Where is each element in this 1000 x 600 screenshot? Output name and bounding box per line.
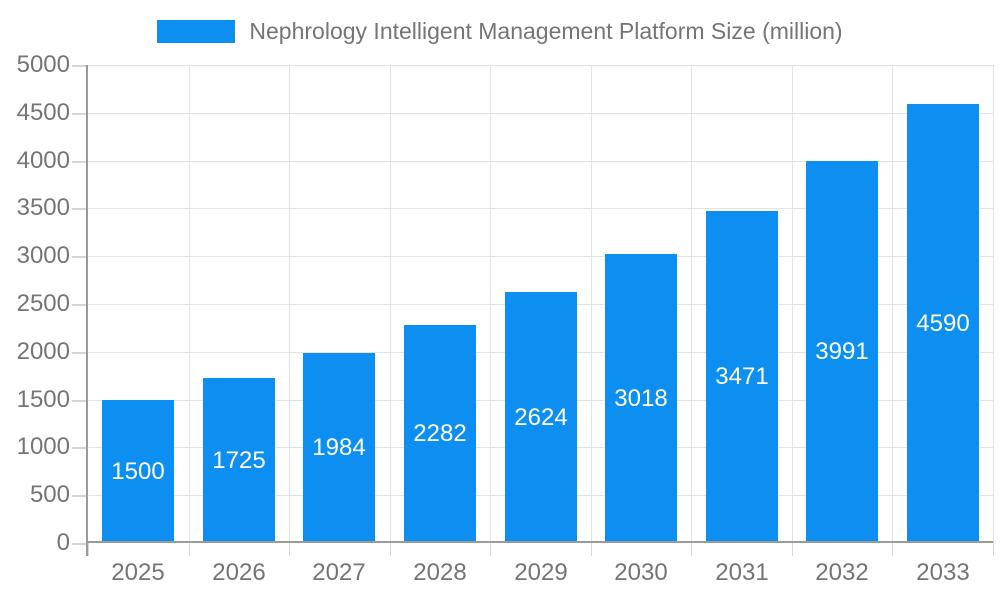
x-axis-label: 2031 bbox=[715, 559, 769, 586]
bar-value-label: 1725 bbox=[212, 446, 266, 474]
y-axis-tick bbox=[72, 543, 88, 545]
x-axis-tick bbox=[892, 543, 893, 556]
bar[interactable]: 2282 bbox=[404, 325, 476, 543]
y-axis-label: 3000 bbox=[16, 242, 70, 269]
y-axis-tick bbox=[72, 113, 88, 115]
x-gridline bbox=[490, 65, 491, 543]
y-axis-label: 0 bbox=[56, 529, 70, 556]
x-axis-label: 2033 bbox=[916, 559, 970, 586]
bar-value-label: 4590 bbox=[916, 309, 970, 337]
y-axis-line bbox=[86, 65, 88, 556]
x-axis-tick bbox=[88, 543, 89, 556]
y-axis-tick bbox=[72, 65, 88, 67]
x-axis-tick bbox=[792, 543, 793, 556]
bar-value-label: 2282 bbox=[413, 420, 467, 447]
bar[interactable]: 3991 bbox=[806, 161, 878, 543]
bar-value-label: 3991 bbox=[815, 338, 869, 365]
x-axis-tick bbox=[490, 543, 491, 556]
chart-legend: Nephrology Intelligent Management Platfo… bbox=[0, 18, 1000, 45]
y-axis-tick bbox=[72, 352, 88, 354]
y-axis-label: 500 bbox=[29, 481, 70, 508]
y-axis-label: 3500 bbox=[16, 194, 70, 221]
y-axis-label: 2500 bbox=[16, 290, 70, 317]
legend-swatch bbox=[157, 20, 236, 43]
bar-value-label: 3471 bbox=[715, 363, 769, 390]
x-axis-label: 2027 bbox=[312, 559, 366, 586]
x-axis-label: 2025 bbox=[111, 559, 165, 586]
x-axis-label: 2026 bbox=[212, 559, 266, 586]
x-axis-tick bbox=[591, 543, 592, 556]
y-axis-label: 1500 bbox=[16, 386, 70, 413]
y-axis-tick bbox=[72, 304, 88, 306]
bar[interactable]: 3018 bbox=[605, 254, 677, 543]
x-gridline bbox=[189, 65, 190, 543]
y-axis-tick bbox=[72, 256, 88, 258]
x-axis-line bbox=[86, 541, 993, 543]
y-axis-label: 1000 bbox=[16, 433, 70, 460]
x-axis-tick bbox=[993, 543, 994, 556]
x-axis-tick bbox=[189, 543, 190, 556]
y-axis-tick bbox=[72, 447, 88, 449]
bar[interactable]: 1984 bbox=[303, 353, 375, 543]
y-axis-tick bbox=[72, 495, 88, 497]
bar-value-label: 1984 bbox=[312, 434, 366, 461]
bar-value-label: 2624 bbox=[514, 403, 568, 431]
x-gridline bbox=[792, 65, 793, 543]
legend-label: Nephrology Intelligent Management Platfo… bbox=[249, 18, 843, 44]
x-axis-tick bbox=[691, 543, 692, 556]
y-gridline bbox=[88, 113, 993, 114]
bar-value-label: 1500 bbox=[111, 457, 165, 485]
bar[interactable]: 3471 bbox=[706, 211, 778, 543]
x-gridline bbox=[390, 65, 391, 543]
x-axis-tick bbox=[390, 543, 391, 556]
bar[interactable]: 1500 bbox=[102, 400, 174, 543]
x-gridline bbox=[993, 65, 994, 543]
y-axis-label: 2000 bbox=[16, 338, 70, 365]
x-gridline bbox=[289, 65, 290, 543]
y-gridline bbox=[88, 65, 993, 66]
y-axis-tick bbox=[72, 400, 88, 402]
bar-value-label: 3018 bbox=[614, 384, 668, 412]
y-gridline bbox=[88, 256, 993, 257]
y-axis-tick bbox=[72, 208, 88, 210]
x-gridline bbox=[892, 65, 893, 543]
bar[interactable]: 2624 bbox=[505, 292, 577, 543]
x-axis-label: 2028 bbox=[413, 559, 467, 586]
x-axis-tick bbox=[289, 543, 290, 556]
x-axis-label: 2029 bbox=[514, 559, 568, 586]
x-axis-label: 2032 bbox=[815, 559, 869, 586]
x-gridline bbox=[691, 65, 692, 543]
y-axis-label: 4000 bbox=[16, 147, 70, 174]
bar[interactable]: 4590 bbox=[907, 104, 979, 543]
y-gridline bbox=[88, 208, 993, 209]
y-gridline bbox=[88, 161, 993, 162]
x-gridline bbox=[591, 65, 592, 543]
x-axis-label: 2030 bbox=[614, 559, 668, 586]
y-axis-label: 4500 bbox=[16, 99, 70, 126]
y-axis-label: 5000 bbox=[16, 51, 70, 78]
y-axis-tick bbox=[72, 161, 88, 163]
bar[interactable]: 1725 bbox=[203, 378, 275, 543]
